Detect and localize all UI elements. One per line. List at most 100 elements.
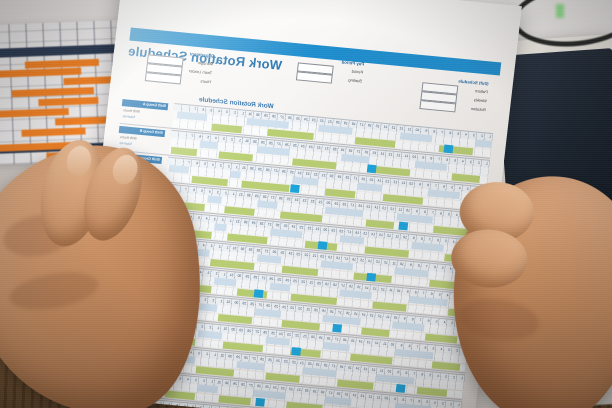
date-cell: 24 xyxy=(272,385,278,390)
date-cell: 9 xyxy=(415,208,419,213)
date-cell: 16 xyxy=(345,310,351,315)
date-cell: 1 xyxy=(457,402,461,407)
date-cell: 19 xyxy=(328,254,333,260)
date-cell: 30 xyxy=(231,326,236,332)
shift-block-blue xyxy=(207,195,222,204)
date-cell: 23 xyxy=(290,305,295,310)
date-cell: 6 xyxy=(449,130,452,135)
field-label: Manager xyxy=(197,59,214,67)
date-cell: 13 xyxy=(385,178,390,184)
shift-block-blue xyxy=(475,139,493,148)
date-cell: 22 xyxy=(291,359,297,365)
date-cell: 26 xyxy=(269,276,274,281)
date-cell: 5 xyxy=(429,372,432,377)
row-total-label: Total Hrs xyxy=(119,140,133,147)
date-cell: 10 xyxy=(393,315,398,320)
date-cell: 3 xyxy=(195,377,198,382)
date-cell: 18 xyxy=(336,255,341,260)
date-cell: 1 xyxy=(223,271,226,277)
date-cell: 12 xyxy=(390,206,395,211)
date-cell: 31 xyxy=(238,192,244,197)
date-cell: 3 xyxy=(222,136,226,141)
date-cell: 24 xyxy=(288,250,293,256)
date-cell: 1 xyxy=(461,375,464,380)
date-cell: 15 xyxy=(372,150,377,155)
date-cell: 24 xyxy=(291,224,296,229)
date-cell: 5 xyxy=(210,107,213,113)
date-cell: 28 xyxy=(256,247,261,253)
date-cell: 22 xyxy=(288,386,294,391)
date-cell: 23 xyxy=(293,278,298,283)
date-cell: 30 xyxy=(225,380,230,385)
date-cell: 14 xyxy=(368,258,373,263)
date-cell: 10 xyxy=(402,234,408,239)
shift-block-blue xyxy=(269,282,291,292)
date-cell: 12 xyxy=(377,313,382,318)
date-cell: 10 xyxy=(384,395,389,400)
date-cell: 12 xyxy=(371,367,376,372)
date-cell: 3 xyxy=(445,374,448,379)
shift-marker-cyan xyxy=(317,241,328,250)
date-cell: 21 xyxy=(302,333,308,338)
date-cell: 28 xyxy=(247,328,252,333)
date-cell: 5 xyxy=(450,184,454,190)
date-cell: 3 xyxy=(201,324,204,329)
date-cell: 8 xyxy=(402,397,405,402)
date-cell: 21 xyxy=(299,360,305,365)
date-cell: 31 xyxy=(223,326,228,331)
date-cell: 10 xyxy=(415,127,420,132)
date-cell: 28 xyxy=(250,301,255,306)
date-cell: 26 xyxy=(278,195,283,201)
date-cell: 11 xyxy=(382,341,387,346)
shift-block-blue xyxy=(214,223,227,232)
date-cell: 20 xyxy=(317,280,322,286)
shift-block-blue xyxy=(257,200,278,210)
date-cell: 1 xyxy=(235,164,239,169)
shift-marker-cyan xyxy=(291,347,302,356)
date-cell: 6 xyxy=(199,134,202,139)
date-cell: 30 xyxy=(252,139,258,144)
date-cell: 22 xyxy=(298,306,303,311)
date-cell: 28 xyxy=(253,274,258,280)
shift-block-green xyxy=(431,361,461,371)
date-cell: 17 xyxy=(334,336,340,342)
date-cell: 3 xyxy=(451,320,454,325)
date-cell: 10 xyxy=(399,261,405,266)
date-cell: 17 xyxy=(359,122,364,127)
date-cell: 13 xyxy=(382,205,387,210)
date-cell: 5 xyxy=(454,158,457,163)
date-cell: 26 xyxy=(260,356,265,362)
date-cell: 31 xyxy=(229,272,234,277)
date-cell: 28 xyxy=(262,194,267,199)
date-cell: 14 xyxy=(374,204,379,210)
date-cell: 30 xyxy=(246,192,251,198)
shift-block-blue xyxy=(199,140,219,150)
header-field-groups: Shift Schedule Pattern Weekly Rotation Pay P… xyxy=(124,0,522,113)
date-cell: 4 xyxy=(202,242,205,247)
date-cell: 10 xyxy=(390,341,395,347)
date-cell: 2 xyxy=(227,163,231,169)
date-cell: 2 xyxy=(224,190,228,195)
date-cell: 2 xyxy=(218,244,221,249)
date-cell: 4 xyxy=(440,346,443,351)
row-total-label: Total Hrs xyxy=(122,114,136,120)
date-cell: 10 xyxy=(396,288,402,293)
date-cell: 5 xyxy=(457,131,460,136)
date-cell: 4 xyxy=(461,158,465,164)
date-cell: 18 xyxy=(333,282,338,287)
date-cell: 11 xyxy=(401,180,406,185)
date-cell: 3 xyxy=(210,243,213,248)
date-cell: 5 xyxy=(426,399,429,404)
date-cell: 8 xyxy=(433,129,436,134)
date-cell: 25 xyxy=(292,142,298,148)
date-cell: 26 xyxy=(284,142,290,147)
date-cell: 30 xyxy=(243,219,248,224)
date-cell: 7 xyxy=(413,371,416,376)
date-cell: 22 xyxy=(316,145,321,150)
date-cell: 6 xyxy=(427,318,430,323)
shift-block-green xyxy=(211,123,243,134)
date-cell: 7 xyxy=(410,398,413,403)
date-cell: 6 xyxy=(424,345,427,350)
date-cell: 4 xyxy=(211,162,215,167)
